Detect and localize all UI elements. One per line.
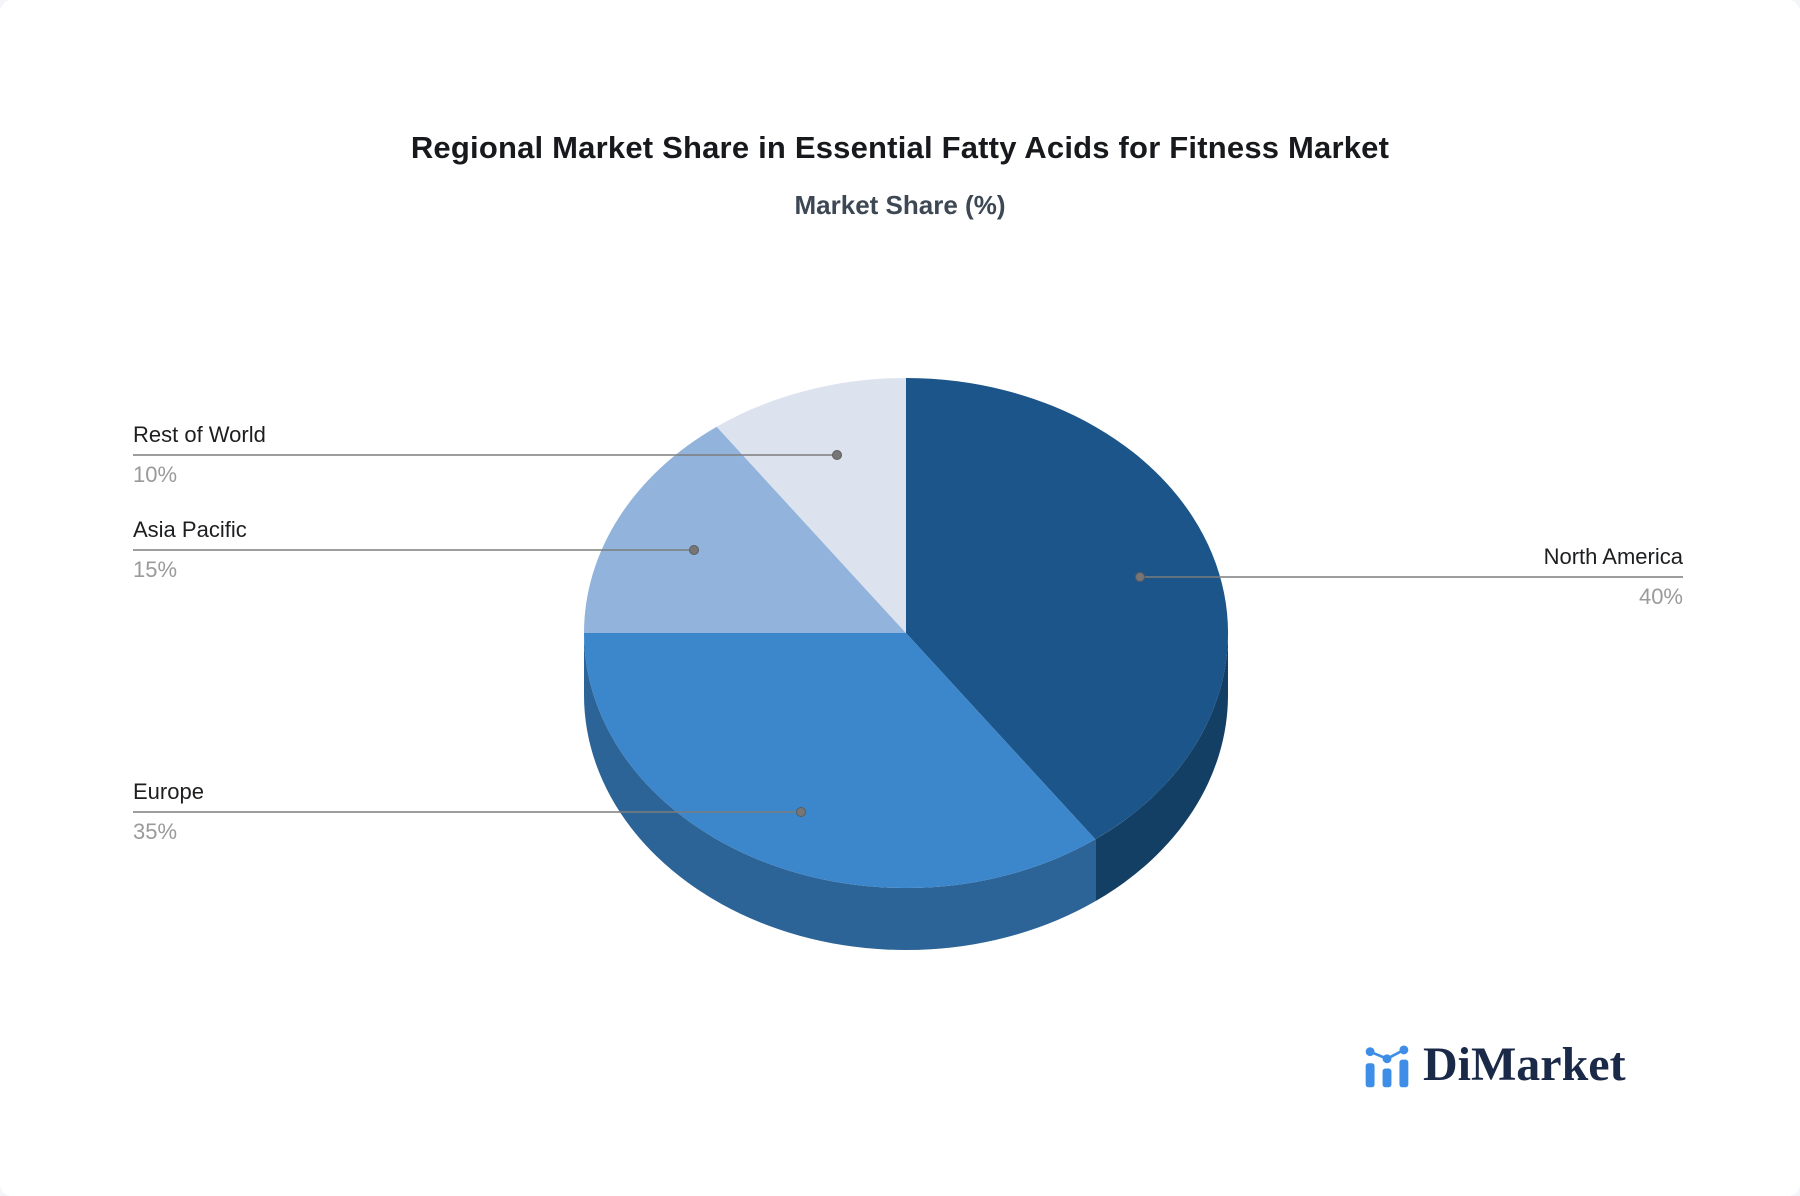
slice-value: 40%	[1638, 584, 1683, 609]
slice-label: North America	[1543, 544, 1683, 569]
slice-label: Europe	[133, 779, 204, 804]
slice-label: Rest of World	[133, 422, 266, 447]
pie-slice-north-america[interactable]	[906, 377, 1229, 840]
logo-text: DiMarket	[1423, 1038, 1626, 1091]
pie-slice-europe[interactable]	[583, 633, 1096, 889]
chart-title: Regional Market Share in Essential Fatty…	[410, 130, 1390, 165]
pie-slice-side-europe	[583, 633, 1096, 951]
label-asia-pacific: Asia Pacific 15%	[133, 516, 247, 584]
label-europe: Europe 35%	[133, 778, 204, 846]
chart-subtitle: Market Share (%)	[794, 190, 1006, 220]
dimarket-logo: DiMarket	[1363, 1038, 1626, 1092]
slice-value: 15%	[133, 557, 178, 582]
label-rest-of-world: Rest of World 10%	[133, 421, 266, 489]
pie-slice-rest-of-world[interactable]	[716, 378, 906, 633]
slice-value: 35%	[133, 819, 178, 844]
slice-label: Asia Pacific	[133, 517, 247, 542]
callout-dot-rest-of-world	[832, 450, 842, 460]
label-north-america: North America 40%	[1544, 543, 1683, 611]
pie-slice-side-north-america	[1095, 633, 1228, 902]
bar-chart-icon	[1365, 1045, 1409, 1088]
callout-dot-asia-pacific	[689, 545, 699, 555]
callout-dot-north-america	[1135, 572, 1145, 582]
slice-value: 10%	[133, 462, 178, 487]
pie-slice-asia-pacific[interactable]	[584, 426, 906, 633]
callout-dot-europe	[796, 807, 806, 817]
